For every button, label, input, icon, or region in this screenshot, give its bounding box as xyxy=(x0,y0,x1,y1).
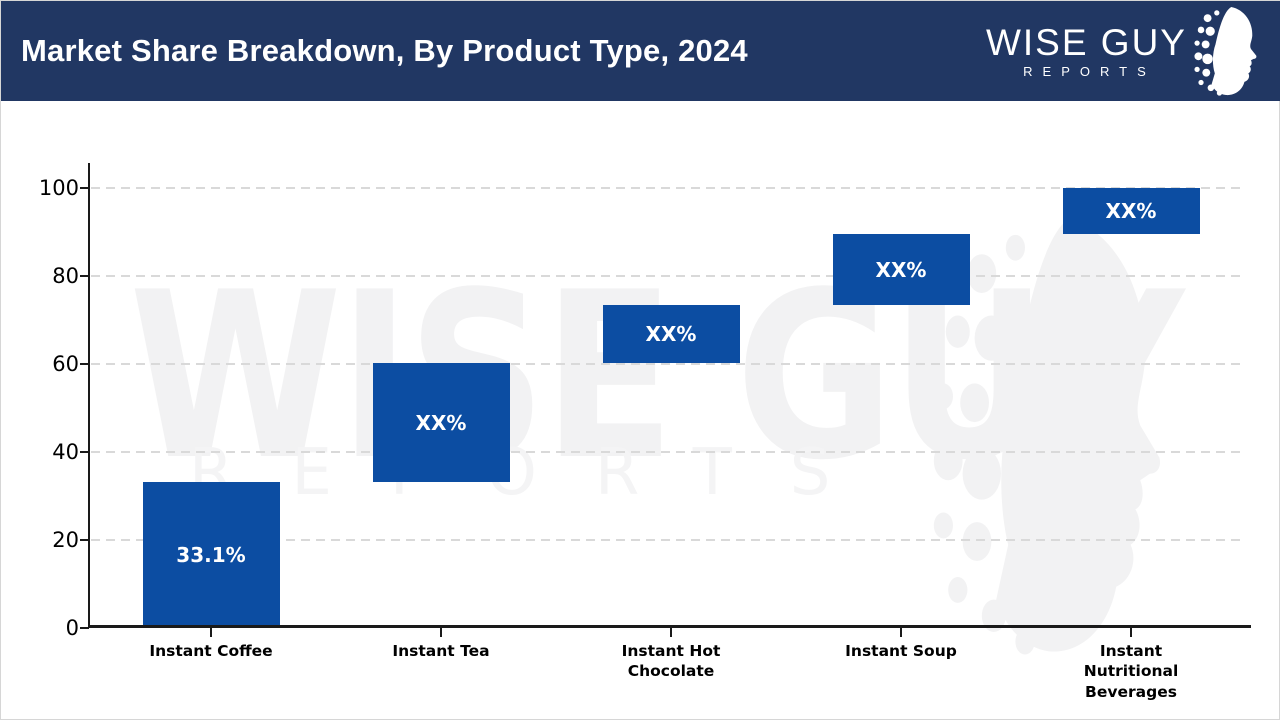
y-tick-mark-0 xyxy=(80,627,89,629)
page-title: Market Share Breakdown, By Product Type,… xyxy=(21,33,748,68)
bar-instant-tea: XX% xyxy=(372,363,510,483)
category-label-5: Instant Nutritional Beverages xyxy=(1083,642,1179,701)
y-tick-label-40: 40 xyxy=(52,440,79,464)
bar-instant-coffee: 33.1% xyxy=(142,482,280,628)
gridline-y-80 xyxy=(91,275,1246,277)
x-tick-mark-1 xyxy=(210,628,212,637)
y-tick-label-100: 100 xyxy=(38,176,79,200)
y-tick-label-20: 20 xyxy=(52,528,79,552)
watermark-head-icon xyxy=(933,218,1161,655)
gridline-y-40 xyxy=(91,451,1246,453)
x-tick-mark-3 xyxy=(670,628,672,637)
brand-logo-text: WISE GUY REPORTS xyxy=(986,24,1187,79)
x-tick-mark-4 xyxy=(900,628,902,637)
bar-instant-soup: XX% xyxy=(832,234,970,306)
y-tick-mark-40 xyxy=(80,451,89,453)
brand-name: WISE GUY xyxy=(985,21,1187,63)
y-tick-mark-100 xyxy=(80,187,89,189)
y-tick-label-0: 0 xyxy=(65,616,79,640)
bar-value-label: XX% xyxy=(875,257,927,282)
x-axis-line xyxy=(88,625,1251,628)
wiseguy-head-icon xyxy=(1194,6,1257,96)
category-label-4: Instant Soup xyxy=(845,642,957,660)
report-header: Market Share Breakdown, By Product Type,… xyxy=(1,1,1280,101)
bar-instant-hot-chocolate: XX% xyxy=(602,305,740,364)
bar-value-label: XX% xyxy=(645,322,697,347)
bar-value-label: XX% xyxy=(1105,199,1157,224)
brand-subtitle: REPORTS xyxy=(1023,63,1156,79)
bar-value-label: XX% xyxy=(415,410,467,435)
gridline-y-60 xyxy=(91,363,1246,365)
bar-value-label: 33.1% xyxy=(176,543,246,568)
brand-logo: WISE GUY REPORTS xyxy=(986,5,1263,97)
y-tick-label-80: 80 xyxy=(52,264,79,288)
category-label-3: Instant Hot Chocolate xyxy=(621,642,721,681)
category-label-1: Instant Coffee xyxy=(149,642,273,660)
x-tick-mark-2 xyxy=(440,628,442,637)
y-tick-mark-60 xyxy=(80,363,89,365)
bar-instant-nutritional-beverages: XX% xyxy=(1062,188,1200,235)
y-axis-line xyxy=(88,163,90,628)
y-tick-mark-20 xyxy=(80,539,89,541)
y-tick-mark-80 xyxy=(80,275,89,277)
y-tick-label-60: 60 xyxy=(52,352,79,376)
gridline-y-20 xyxy=(91,539,1246,541)
x-tick-mark-5 xyxy=(1130,628,1132,637)
gridline-y-100 xyxy=(91,187,1246,189)
category-label-2: Instant Tea xyxy=(392,642,490,660)
